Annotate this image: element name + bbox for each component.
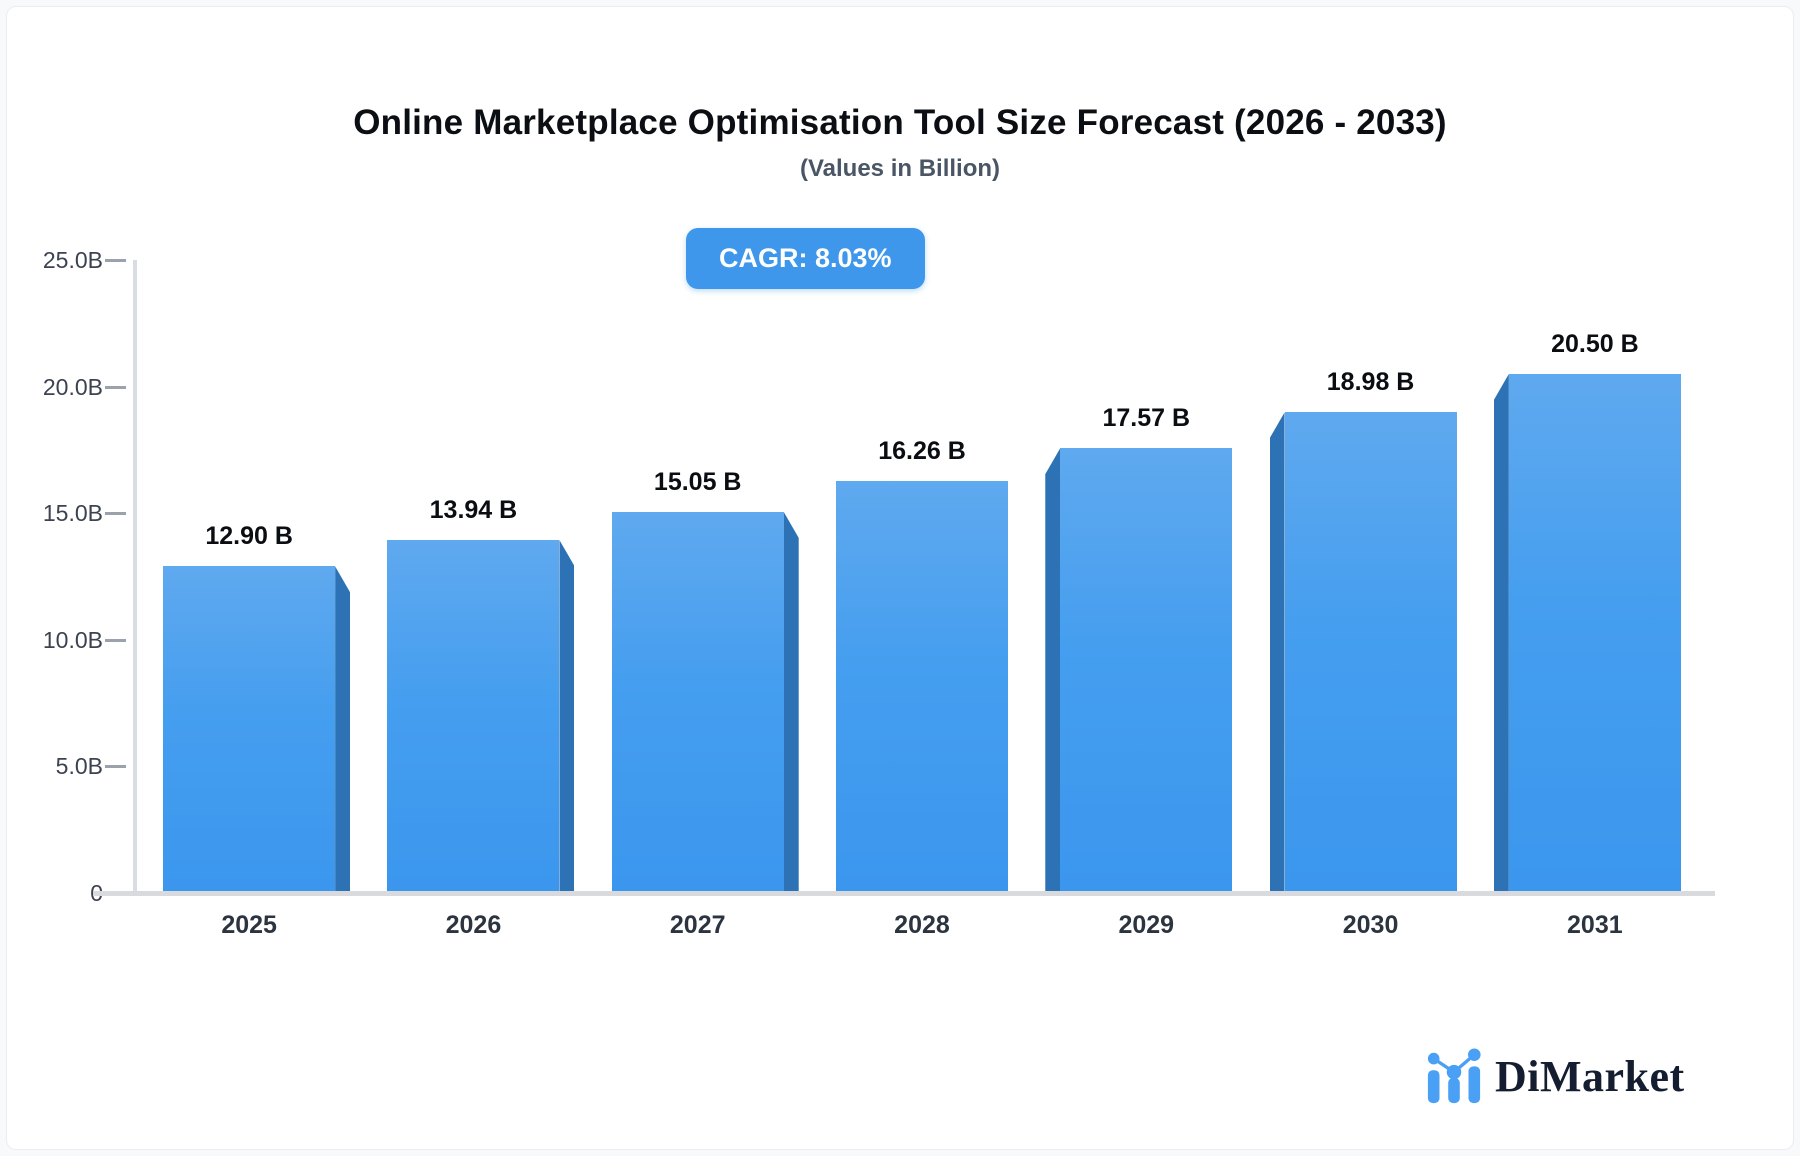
x-tick-label: 2028 <box>894 911 950 939</box>
dimarket-logo-icon <box>1425 1047 1483 1105</box>
y-tick-label: 20.0B <box>42 373 103 400</box>
bar-side <box>783 511 799 893</box>
y-tick-mark <box>105 765 126 769</box>
bar-side <box>559 540 575 893</box>
x-axis-line <box>93 891 1715 896</box>
bar-value-label: 20.50 B <box>1551 329 1639 358</box>
chart-card: Online Marketplace Optimisation Tool Siz… <box>6 6 1794 1150</box>
y-tick-label: 25.0B <box>42 247 103 273</box>
y-tick-mark <box>105 512 126 516</box>
bar-face <box>387 540 560 893</box>
cagr-badge: CAGR: 8.03% <box>686 228 925 289</box>
bar-side <box>1269 412 1285 893</box>
x-tick-label: 2029 <box>1118 911 1175 939</box>
bar-face <box>163 566 336 893</box>
chart-subtitle: (Values in Billion) <box>799 155 1001 182</box>
brand-logo-text: DiMarket <box>1495 1051 1685 1101</box>
bar-face <box>611 511 784 893</box>
y-tick-mark <box>105 259 126 262</box>
x-tick-label: 2030 <box>1342 911 1399 939</box>
bar-value-label: 13.94 B <box>429 496 518 525</box>
chart-title: Online Marketplace Optimisation Tool Siz… <box>353 103 1447 142</box>
y-tick-label: 10.0B <box>42 626 103 653</box>
y-tick-label: 5.0B <box>55 753 103 780</box>
y-tick-label: 0 <box>15 880 103 907</box>
brand-logo: DiMarket <box>1425 1047 1685 1105</box>
bar-face <box>1508 373 1681 893</box>
y-tick-mark <box>105 638 126 642</box>
bar-face <box>1284 412 1457 893</box>
x-tick-label: 2025 <box>221 911 277 939</box>
y-axis-line <box>133 260 137 893</box>
bar-side <box>1493 373 1509 893</box>
x-tick-label: 2031 <box>1567 911 1623 939</box>
bar-value-label: 18.98 B <box>1326 368 1415 397</box>
x-tick-label: 2027 <box>669 911 726 939</box>
bar-value-label: 15.05 B <box>653 467 742 496</box>
y-tick-mark <box>105 385 126 389</box>
bar-value-label: 12.90 B <box>205 522 293 551</box>
y-tick-label: 15.0B <box>42 500 103 527</box>
x-tick-label: 2026 <box>445 911 502 939</box>
bar-value-label: 17.57 B <box>1102 404 1191 433</box>
bar-side <box>1045 448 1061 893</box>
bar-value-label: 16.26 B <box>878 437 966 466</box>
bar-side <box>335 566 351 893</box>
bar-face <box>836 481 1008 893</box>
bar-face <box>1060 448 1233 893</box>
plot-area: 25.0B 20.0B 15.0B 10.0B 5.0B 0 12.90 B 2025 13.9… <box>7 7 1793 1149</box>
